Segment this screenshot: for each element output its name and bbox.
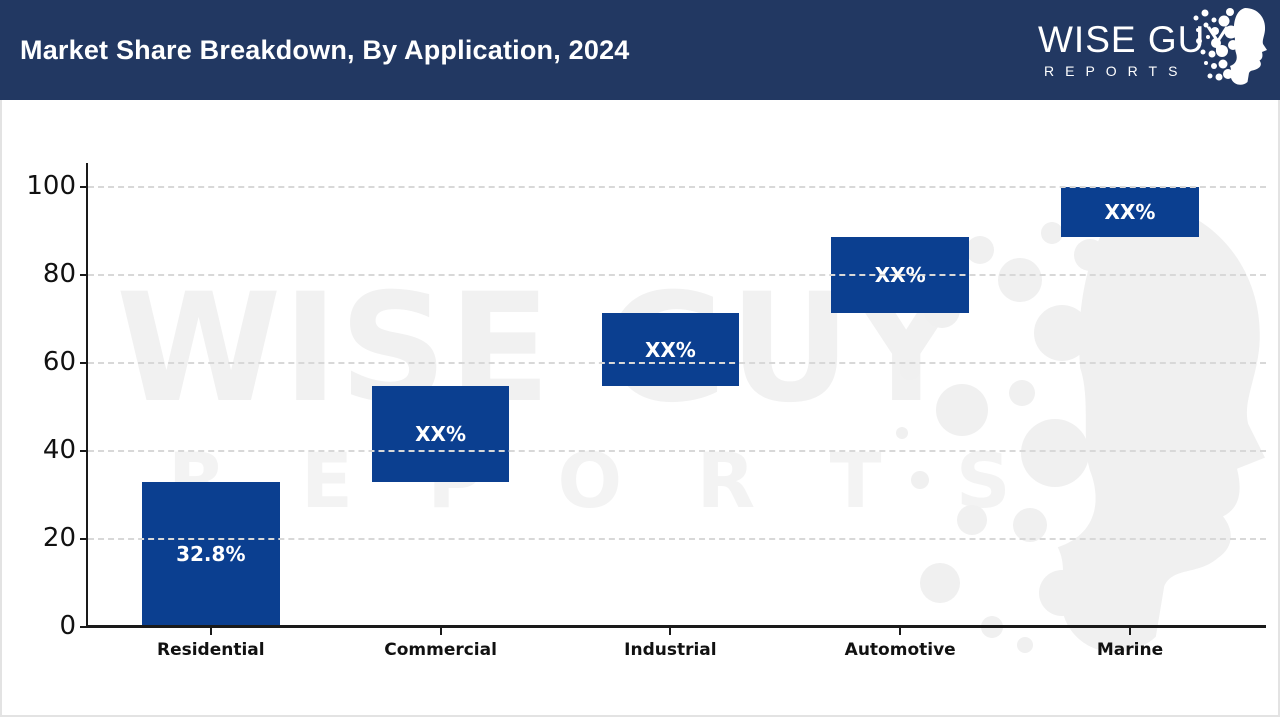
x-tick-mark xyxy=(669,628,672,635)
logo-subtext: REPORTS xyxy=(1044,63,1188,79)
x-tick-mark xyxy=(439,628,442,635)
chart-title: Market Share Breakdown, By Application, … xyxy=(20,34,630,65)
y-tick-mark xyxy=(80,273,87,276)
y-tick-label: 80 xyxy=(42,258,76,289)
bar-value-label: 32.8% xyxy=(176,542,246,567)
gridline-20 xyxy=(88,537,1266,540)
x-category-label: Industrial xyxy=(624,640,717,660)
header-bar: Market Share Breakdown, By Application, … xyxy=(0,0,1280,100)
x-tick-mark xyxy=(1129,628,1131,635)
x-category-label: Marine xyxy=(1096,640,1164,660)
bar-marine: XX% xyxy=(1061,186,1199,237)
gridline-80 xyxy=(88,273,1266,276)
gridline-60 xyxy=(88,361,1266,364)
y-tick-mark xyxy=(80,449,87,452)
x-category-label: Residential xyxy=(156,640,265,660)
bar-industrial: XX% xyxy=(601,313,740,386)
x-tick-mark xyxy=(209,628,212,635)
x-axis-line xyxy=(86,625,1266,628)
gridline-100 xyxy=(88,185,1266,188)
wiseguy-logo: WISE GUY REPORTS xyxy=(1038,8,1267,85)
y-tick-label: 100 xyxy=(26,170,76,201)
y-tick-label: 0 xyxy=(59,610,76,641)
bar-value-label: XX% xyxy=(644,337,696,362)
x-category-label: Commercial xyxy=(384,640,497,660)
y-axis-line xyxy=(86,163,88,627)
y-tick-label: 40 xyxy=(42,434,76,465)
y-tick-label: 20 xyxy=(42,522,76,553)
watermark-wordmark: WISE GUY xyxy=(116,262,962,436)
bar-value-label: XX% xyxy=(415,422,467,447)
y-tick-mark xyxy=(80,185,87,188)
bar-residential: 32.8% xyxy=(142,482,280,627)
y-tick-label: 60 xyxy=(42,346,76,377)
x-category-label: Automotive xyxy=(844,640,956,660)
x-tick-mark xyxy=(899,628,902,635)
y-tick-mark xyxy=(80,625,87,628)
gridline-40 xyxy=(88,449,1266,452)
bar-value-label: XX% xyxy=(1104,199,1156,224)
y-tick-mark xyxy=(80,537,87,540)
bar-commercial: XX% xyxy=(371,385,510,483)
dotted-head-icon xyxy=(1193,8,1267,85)
y-tick-mark xyxy=(80,361,87,364)
